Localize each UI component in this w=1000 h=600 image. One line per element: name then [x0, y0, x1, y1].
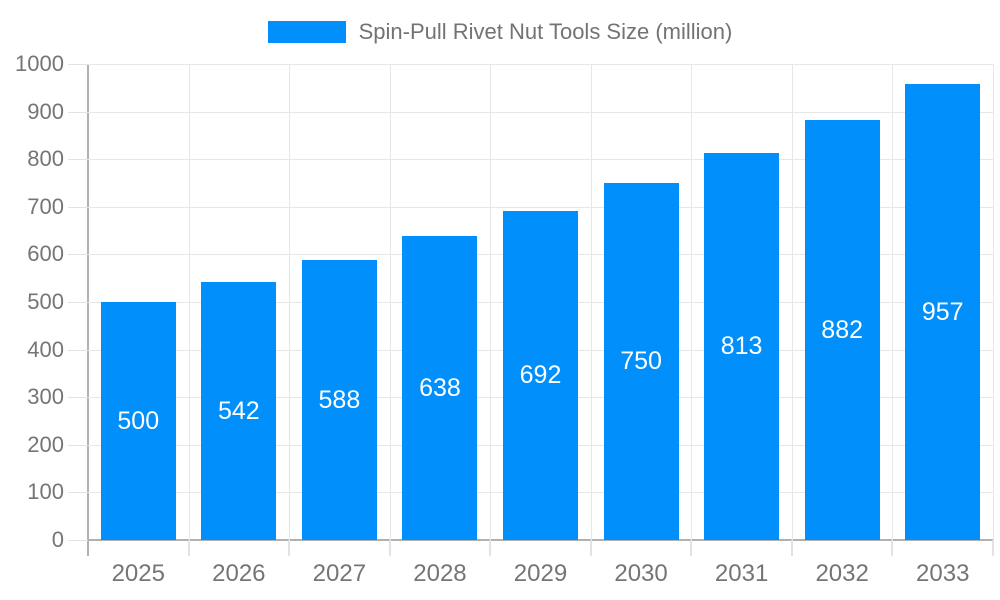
x-axis-label-2026: 2026: [212, 560, 266, 587]
y-axis-label-700: 700: [27, 193, 64, 219]
x-axis-label-2030: 2030: [614, 560, 668, 587]
gridline-x-3: [389, 64, 391, 540]
legend-swatch: [267, 21, 346, 43]
bar-2032[interactable]: 882: [804, 120, 880, 540]
x-tick-9: [992, 540, 994, 556]
x-tick-2: [288, 540, 291, 556]
gridline-x-5: [590, 64, 592, 540]
x-axis-label-2027: 2027: [312, 560, 367, 587]
bar-value-label-2025: 500: [117, 406, 160, 435]
y-axis-label-300: 300: [27, 384, 64, 410]
bar-2030[interactable]: 750: [603, 183, 679, 540]
x-tick-1: [187, 540, 190, 556]
bar-2027[interactable]: 588: [301, 260, 377, 540]
x-axis-label-2031: 2031: [714, 560, 769, 587]
gridline-y-900: [88, 111, 993, 113]
x-axis-line: [88, 539, 993, 541]
y-tick-300: [68, 397, 88, 399]
y-tick-700: [68, 206, 88, 208]
y-axis-label-900: 900: [27, 98, 64, 124]
gridline-x-2: [289, 64, 291, 540]
gridline-y-700: [88, 206, 993, 208]
y-tick-600: [68, 254, 88, 256]
y-tick-500: [68, 302, 88, 303]
bar-2026[interactable]: 542: [201, 282, 277, 540]
x-axis-label-2025: 2025: [111, 560, 165, 587]
plot-area: 0 100 200 300 400 500 600 700 800 900 1000 500 2025 5…: [15, 53, 994, 586]
gridline-y-800: [88, 159, 993, 161]
legend-label: Spin-Pull Rivet Nut Tools Size (million): [358, 19, 733, 44]
y-axis-label-800: 800: [27, 146, 64, 172]
gridline-x-4: [490, 64, 492, 540]
bar-value-label-2026: 542: [217, 396, 260, 425]
gridline-x-8: [892, 64, 894, 540]
bar-value-label-2033: 957: [921, 297, 964, 326]
y-axis-line: [87, 64, 89, 556]
y-tick-800: [68, 159, 88, 161]
gridline-y-1000: [88, 64, 993, 65]
x-tick-8: [891, 540, 894, 556]
bar-value-label-2028: 638: [419, 373, 461, 402]
bar-2029[interactable]: 692: [503, 210, 578, 540]
y-axis-label-400: 400: [27, 336, 64, 362]
gridline-x-7: [791, 64, 793, 540]
bar-2033[interactable]: 957: [905, 84, 981, 540]
gridline-x-6: [691, 64, 693, 540]
y-axis-label-200: 200: [27, 431, 64, 457]
x-axis-label-2032: 2032: [815, 560, 869, 587]
y-tick-1000: [68, 64, 88, 65]
y-tick-900: [68, 111, 88, 113]
x-tick-4: [489, 540, 492, 556]
gridline-x-9: [993, 64, 994, 540]
x-tick-6: [690, 540, 693, 556]
x-tick-7: [790, 540, 793, 556]
bar-value-label-2029: 692: [519, 360, 562, 389]
bar-value-label-2032: 882: [821, 315, 864, 344]
bar-value-label-2031: 813: [720, 332, 763, 360]
x-axis-label-2029: 2029: [513, 560, 568, 587]
chart-legend[interactable]: Spin-Pull Rivet Nut Tools Size (million): [0, 19, 1000, 45]
y-axis-label-1000: 1000: [15, 51, 64, 76]
x-tick-5: [589, 540, 592, 556]
y-axis-label-600: 600: [27, 241, 64, 267]
bar-value-label-2030: 750: [620, 347, 662, 375]
bar-2025[interactable]: 500: [100, 302, 176, 540]
x-axis-label-2028: 2028: [413, 560, 467, 587]
x-tick-3: [388, 540, 391, 556]
bar-2031[interactable]: 813: [704, 153, 780, 540]
y-axis-label-500: 500: [27, 289, 64, 314]
x-axis-label-2033: 2033: [916, 560, 970, 587]
y-axis-label-0: 0: [51, 527, 64, 552]
y-tick-100: [68, 492, 88, 494]
y-tick-400: [68, 349, 88, 351]
y-tick-0: [68, 540, 88, 541]
y-tick-200: [68, 444, 88, 446]
bar-2028[interactable]: 638: [402, 236, 478, 540]
bar-value-label-2027: 588: [318, 385, 361, 414]
y-axis-label-100: 100: [27, 479, 64, 505]
gridline-x-1: [188, 64, 190, 540]
